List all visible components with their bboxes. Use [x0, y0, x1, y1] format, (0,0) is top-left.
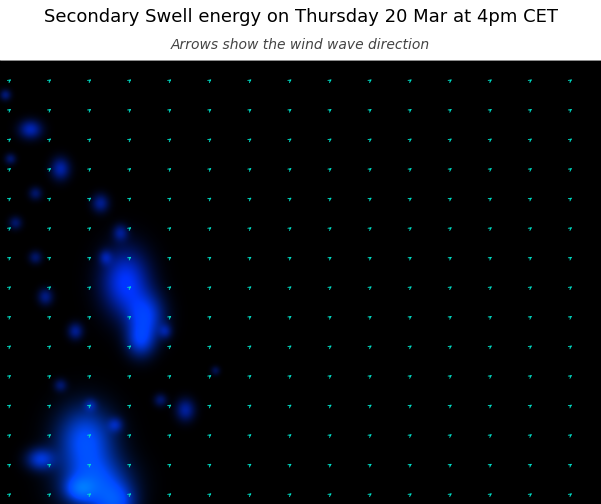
Text: Secondary Swell energy on Thursday 20 Mar at 4pm CET: Secondary Swell energy on Thursday 20 Ma… — [43, 8, 558, 26]
Text: Arrows show the wind wave direction: Arrows show the wind wave direction — [171, 38, 430, 52]
